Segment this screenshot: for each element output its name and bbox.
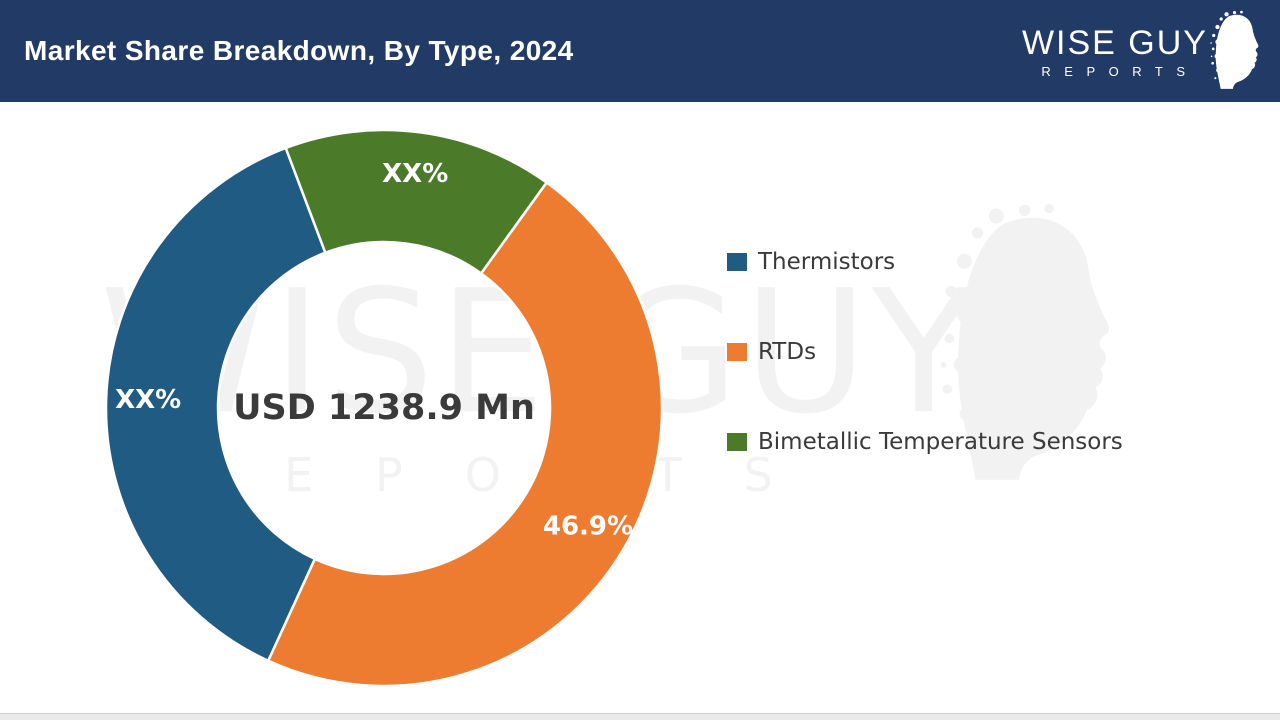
legend-label: Bimetallic Temperature Sensors xyxy=(758,429,1123,455)
slice-label: 46.9% xyxy=(543,512,633,542)
legend-item-bimetallic: Bimetallic Temperature Sensors xyxy=(727,427,1123,457)
wiseguy-logo: WISE GUY REPORTS xyxy=(1022,4,1274,98)
legend-item-thermistors: Thermistors xyxy=(727,247,1123,277)
legend-label: Thermistors xyxy=(758,249,896,275)
legend-item-rtds: RTDs xyxy=(727,337,1123,367)
legend-swatch xyxy=(727,253,747,271)
legend-swatch xyxy=(727,433,747,451)
legend-label: RTDs xyxy=(758,339,817,365)
donut-slice-thermistors xyxy=(104,146,327,663)
watermark-reports-text: REPORTS xyxy=(190,448,835,502)
donut-center-value: USD 1238.9 Mn xyxy=(233,388,535,428)
header: Market Share Breakdown, By Type, 2024 WI… xyxy=(0,0,1280,102)
wiseguy-logo-text: WISE GUY REPORTS xyxy=(1022,24,1208,79)
page-title: Market Share Breakdown, By Type, 2024 xyxy=(24,35,574,66)
legend-swatch xyxy=(727,343,747,361)
slice-label: XX% xyxy=(382,159,448,189)
chart-legend: Thermistors RTDs Bimetallic Temperature … xyxy=(727,247,1123,517)
slice-label: XX% xyxy=(115,385,181,415)
logo-reports-text: REPORTS xyxy=(1041,63,1199,79)
logo-wordmark: WISE GUY xyxy=(1021,23,1208,62)
donut-slice-bimetallic-temperature-sensors xyxy=(284,128,549,276)
logo-face-icon xyxy=(1210,10,1259,89)
donut-slice-rtds xyxy=(266,180,664,688)
bottom-strip xyxy=(0,713,1280,720)
